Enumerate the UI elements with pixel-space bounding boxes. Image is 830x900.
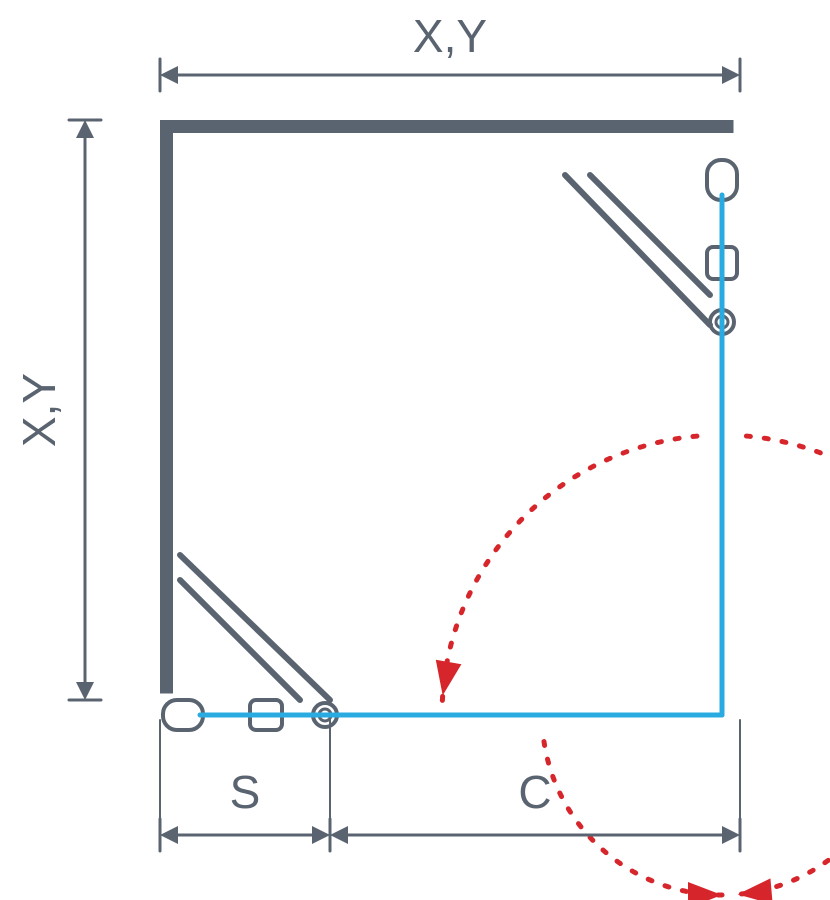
swing-arc-0 [442,436,697,700]
swing-arrowhead-0 [430,660,462,698]
dimension-label-left: X,Y [13,373,65,447]
swing-arrowhead-1 [688,882,722,900]
dimension-label-c: C [518,766,551,818]
swing-arc-2 [746,436,830,700]
dimension-label-s: S [230,766,261,818]
swing-arrowhead-3 [737,878,773,900]
technical-diagram: X,Y X,Y S C [0,0,830,900]
swing-arc-1 [544,740,722,895]
swing-arc-3 [738,740,830,894]
dimension-label-top: X,Y [413,10,487,62]
